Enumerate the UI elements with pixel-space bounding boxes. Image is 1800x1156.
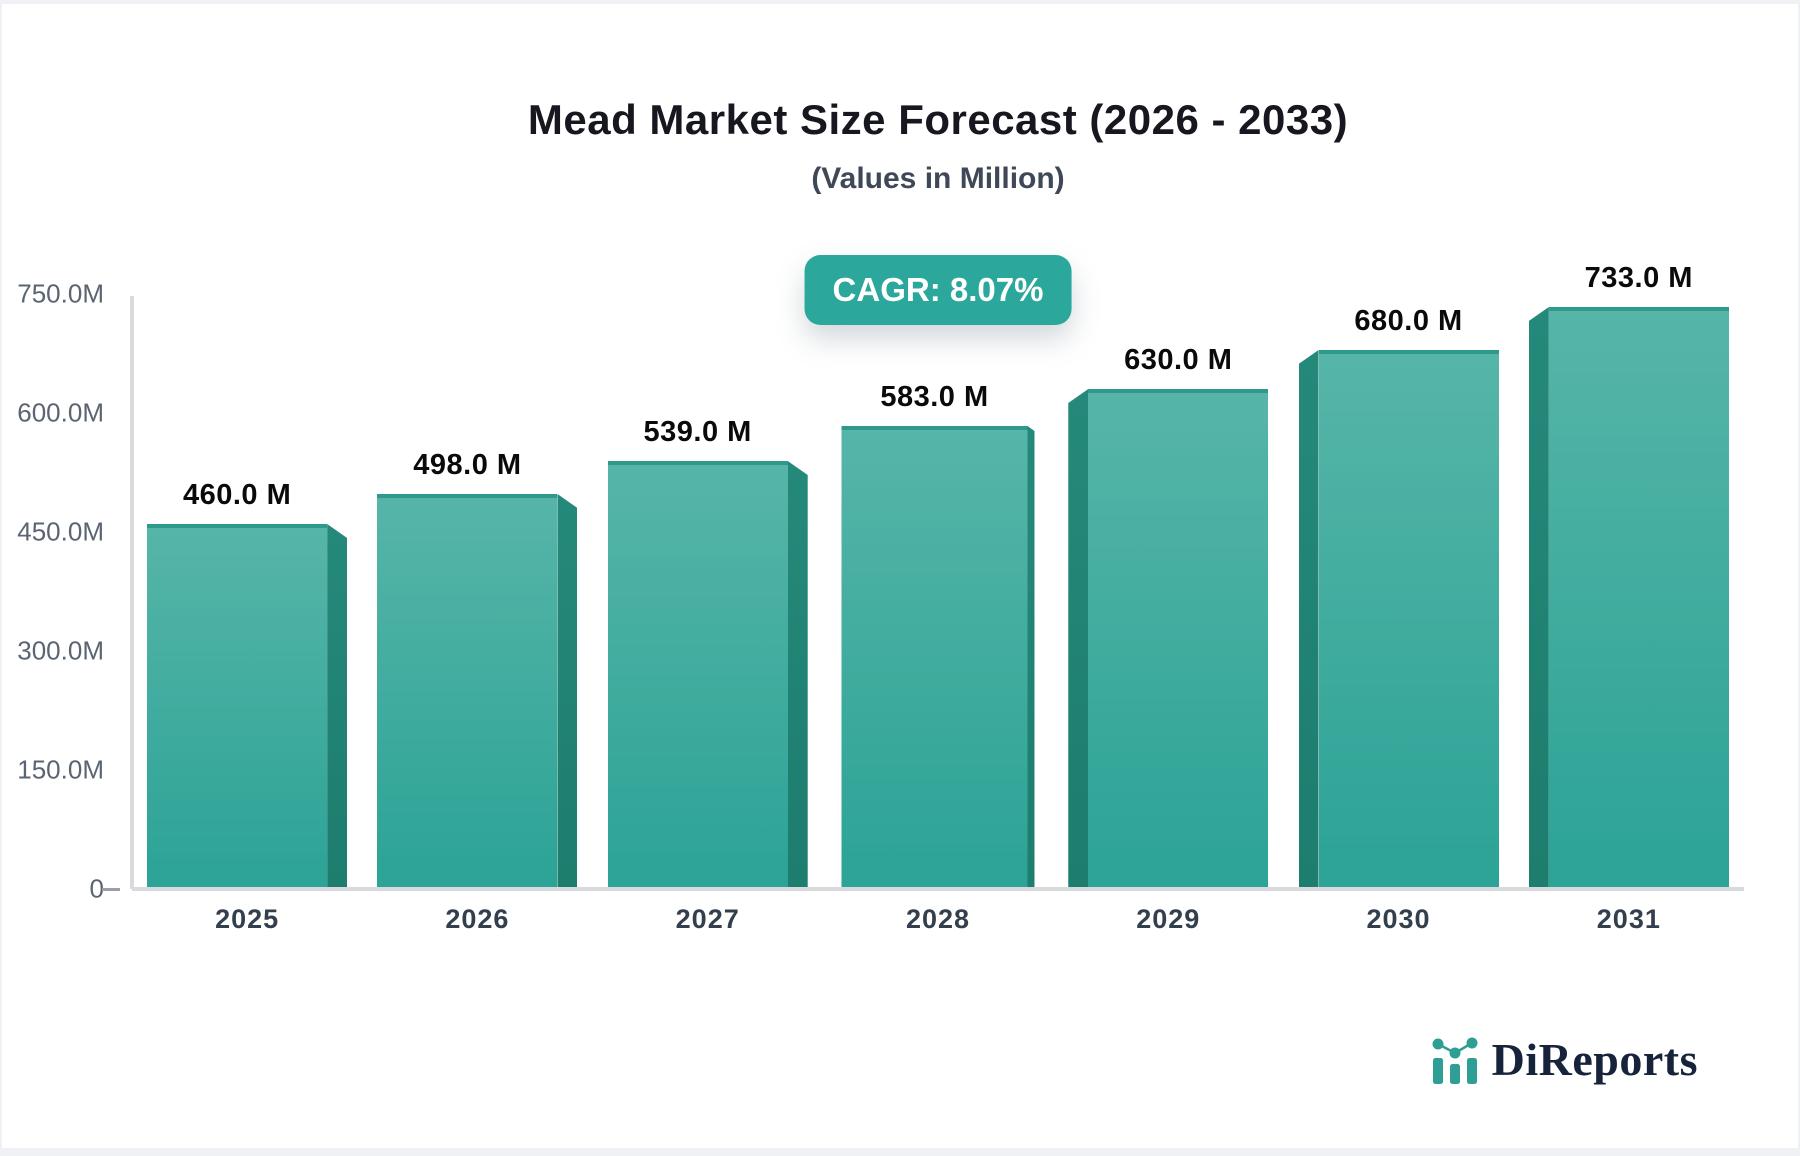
plot-area: 460.0 M 498.0 M 539.0 M 583.0 M 630.0 M 680.0…: [132, 262, 1744, 889]
logo-text: DiReports: [1491, 1034, 1698, 1085]
bar-2028: 583.0 M: [841, 381, 1035, 889]
bar-value-label: 733.0 M: [1584, 262, 1693, 294]
bar-face: [607, 461, 788, 889]
x-axis-label-2030: 2030: [1366, 904, 1431, 934]
x-axis-label-2029: 2029: [1136, 904, 1201, 934]
bar-cell-2029: 630.0 M: [1053, 294, 1283, 889]
bar-cell-2031: 733.0 M: [1514, 262, 1744, 889]
bar-cell-2027: 539.0 M: [593, 294, 823, 889]
bar-face: [1548, 307, 1729, 889]
x-axis-line: [132, 887, 1744, 891]
bar-value-label: 583.0 M: [880, 381, 989, 413]
bar-face: [1088, 389, 1269, 889]
bar-side-shadow: [1298, 350, 1319, 889]
bar-2029: 630.0 M: [1068, 344, 1269, 889]
chart-title: Mead Market Size Forecast (2026 - 2033): [527, 96, 1349, 143]
chart-subtitle: (Values in Million): [811, 162, 1065, 195]
bar-value-label: 460.0 M: [182, 479, 292, 511]
bar-cell-2025: 460.0 M: [132, 294, 362, 889]
y-axis-tick-label: 600.0M: [17, 397, 104, 428]
bar-face: [147, 524, 328, 889]
bar-value-label: 680.0 M: [1354, 305, 1463, 337]
y-axis-line: [130, 296, 134, 889]
bar-value-label: 630.0 M: [1124, 344, 1233, 376]
bar-2026: 498.0 M: [377, 449, 578, 889]
bar-side-shadow: [1528, 307, 1549, 889]
bar-side-shadow: [327, 524, 348, 889]
bar-face: [841, 426, 1028, 889]
x-axis-label-2027: 2027: [675, 904, 740, 934]
bar-side-shadow: [787, 461, 808, 889]
bar-2030: 680.0 M: [1298, 305, 1499, 889]
bar-side-shadow: [1027, 426, 1035, 889]
x-axis-label-2031: 2031: [1596, 904, 1661, 934]
bar-chart-trend-icon: [1432, 1037, 1478, 1084]
x-axis-label-2028: 2028: [905, 904, 971, 934]
bar-cell-2030: 680.0 M: [1283, 294, 1513, 889]
bar-2031: 733.0 M: [1528, 262, 1729, 889]
cagr-badge: CAGR: 8.07%: [804, 255, 1072, 325]
bar-2025: 460.0 M: [147, 479, 348, 889]
y-axis-tick-labels: 750.0M 600.0M 450.0M 300.0M 150.0M 0: [2, 279, 114, 904]
bar-cell-2028: 583.0 M: [823, 294, 1053, 889]
bar-side-shadow: [557, 494, 578, 889]
x-axis-labels: 2025 2026 2027 2028 2029 2030 2031: [132, 904, 1744, 944]
bar-value-label: 539.0 M: [643, 416, 752, 448]
brand-logo: DiReports: [1430, 1033, 1698, 1086]
y-axis-tick-label: 450.0M: [17, 516, 104, 547]
x-axis-label-2025: 2025: [215, 904, 280, 934]
bar-side-shadow: [1068, 389, 1089, 889]
bar-cell-2026: 498.0 M: [362, 294, 592, 889]
bar-face: [377, 494, 558, 889]
zero-tick-mark: [102, 888, 120, 891]
y-axis-tick-label: 0: [89, 873, 104, 904]
y-axis-tick-label: 750.0M: [17, 278, 104, 309]
bar-value-label: 498.0 M: [413, 449, 522, 481]
bar-face: [1318, 350, 1499, 889]
y-axis-tick-label: 300.0M: [17, 635, 104, 666]
chart-card: Mead Market Size Forecast (2026 - 2033) …: [2, 4, 1798, 1148]
y-axis-tick-label: 150.0M: [17, 754, 104, 785]
bar-2027: 539.0 M: [607, 416, 808, 889]
x-axis-label-2026: 2026: [445, 904, 510, 934]
